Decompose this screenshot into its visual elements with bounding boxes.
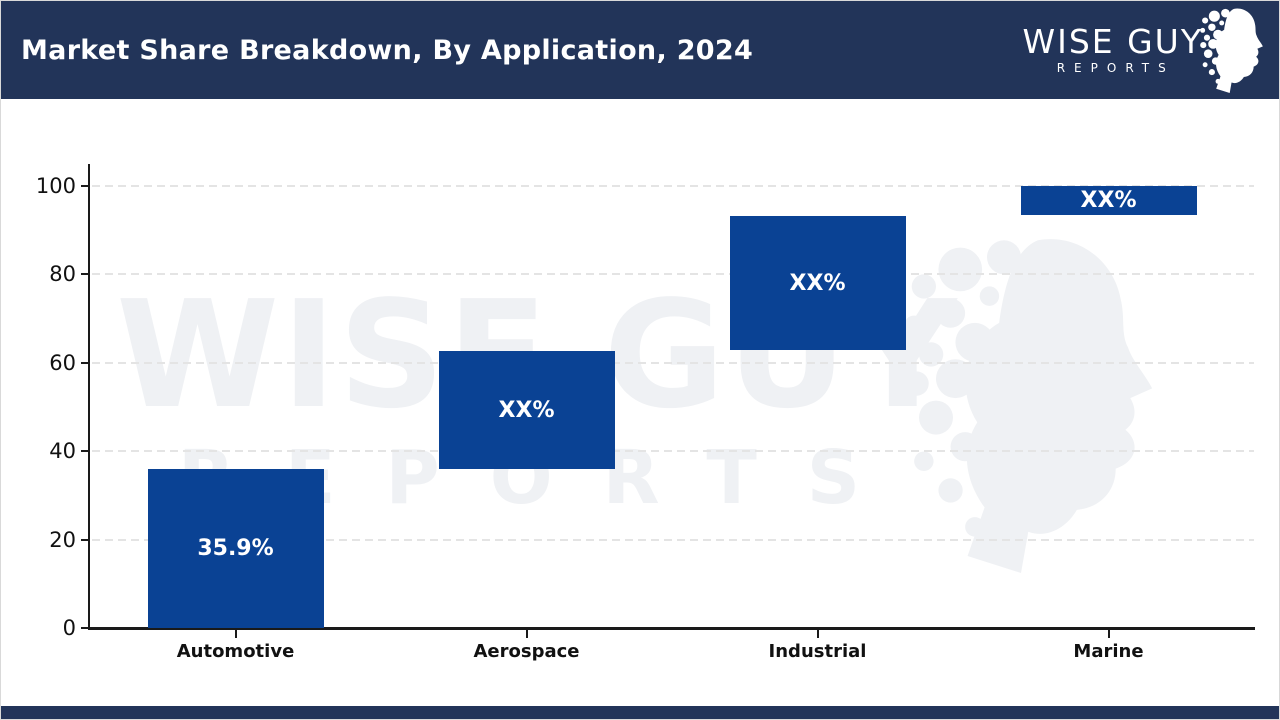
gridline — [92, 184, 1254, 187]
gridline — [92, 361, 1254, 364]
bar-automotive: 35.9% — [147, 469, 324, 628]
bar-marine: XX% — [1020, 185, 1197, 216]
y-tick-mark — [81, 273, 90, 275]
gridline — [92, 450, 1254, 452]
y-tick-label: 0 — [62, 616, 76, 640]
y-tick-label: 20 — [49, 527, 76, 552]
bar-label: 35.9% — [197, 536, 274, 562]
x-axis — [88, 627, 1255, 630]
bar-label: XX% — [1080, 187, 1137, 213]
bar-aerospace: XX% — [438, 350, 615, 470]
bar-industrial: XX% — [729, 216, 906, 351]
logo-wise-guy-text: WISE GUY — [1022, 22, 1203, 61]
gridline — [92, 538, 1254, 541]
bar-label: XX% — [789, 270, 846, 296]
logo-reports-text: REPORTS — [1056, 61, 1175, 75]
bar-label: XX% — [498, 397, 555, 423]
category-label-aerospace: Aerospace — [473, 641, 580, 662]
y-tick-mark — [81, 450, 90, 452]
y-tick-label: 80 — [49, 262, 76, 286]
wise-guy-reports-logo: WISE GUY REPORTS — [1022, 7, 1271, 93]
y-tick-mark — [81, 538, 90, 541]
logo-head-icon — [1197, 7, 1271, 93]
header-bar: Market Share Breakdown, By Application, … — [1, 1, 1279, 99]
x-tick-mark — [234, 630, 237, 638]
y-tick-mark — [81, 184, 90, 187]
x-tick-mark — [816, 630, 819, 638]
y-tick-label: 40 — [49, 439, 76, 463]
page-title: Market Share Breakdown, By Application, … — [21, 35, 754, 66]
footer-bar — [1, 706, 1279, 719]
logo-text: WISE GUY REPORTS — [1022, 25, 1203, 75]
y-tick-label: 100 — [35, 173, 76, 198]
category-label-marine: Marine — [1073, 641, 1144, 662]
y-tick-label: 60 — [49, 350, 76, 375]
x-tick-mark — [1107, 630, 1110, 638]
y-axis — [88, 164, 90, 630]
y-tick-mark — [81, 361, 90, 364]
x-tick-mark — [525, 630, 528, 638]
category-label-automotive: Automotive — [176, 641, 295, 662]
y-tick-mark — [81, 627, 90, 629]
category-label-industrial: Industrial — [768, 641, 867, 662]
gridline — [92, 273, 1254, 275]
